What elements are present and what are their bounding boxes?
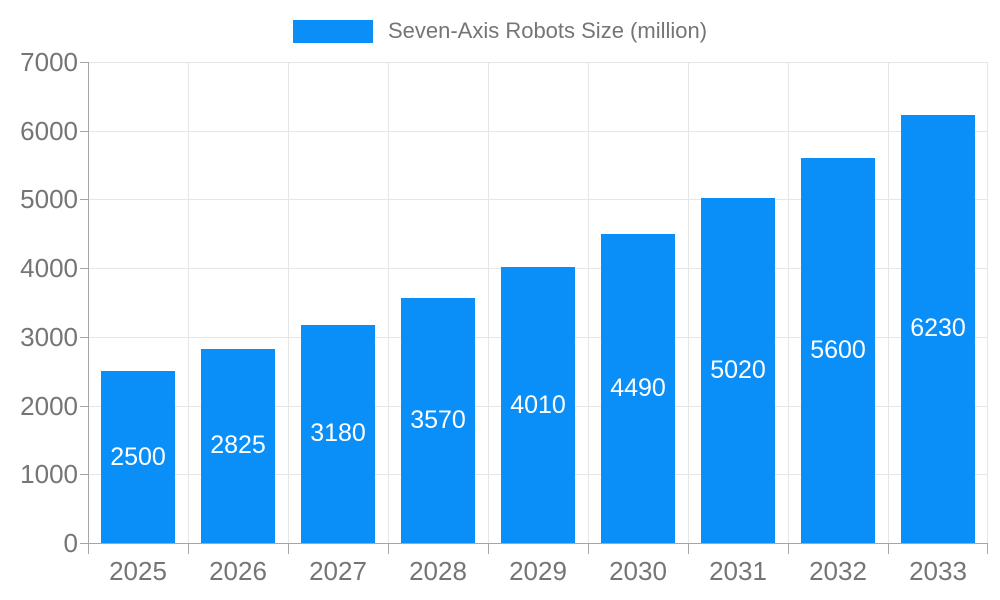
horizontal-gridline (88, 199, 988, 201)
chart-legend: Seven-Axis Robots Size (million) (0, 17, 1000, 45)
vertical-gridline (588, 62, 589, 543)
horizontal-gridline (88, 62, 988, 63)
vertical-gridline (288, 62, 289, 543)
y-axis-tick-label: 2000 (20, 390, 78, 421)
vertical-gridline (188, 62, 189, 543)
bar-value-label: 4490 (610, 374, 666, 403)
vertical-gridline (488, 62, 489, 543)
x-axis-tick-label: 2026 (209, 556, 267, 586)
x-tick-mark (88, 543, 89, 554)
x-axis-tick-label: 2030 (609, 556, 667, 586)
y-tick-mark (80, 130, 88, 132)
y-axis-tick-label: 0 (63, 528, 78, 558)
y-axis-tick-label: 4000 (20, 253, 78, 284)
horizontal-gridline (88, 130, 988, 132)
x-tick-mark (588, 543, 589, 554)
bar-value-label: 5600 (810, 336, 866, 365)
bar: 3180 (301, 324, 375, 543)
x-tick-mark (688, 543, 689, 554)
x-tick-mark (888, 543, 889, 554)
x-axis-tick-label: 2033 (909, 556, 967, 586)
y-axis-tick-label: 3000 (20, 321, 78, 352)
y-tick-mark (80, 199, 88, 201)
bar: 5600 (801, 158, 875, 543)
y-axis-tick-label: 1000 (20, 459, 78, 490)
bar-value-label: 3180 (310, 419, 366, 448)
bar: 5020 (701, 198, 775, 543)
plot-area: 0 1000 2000 3000 4000 5000 6000 7000 2500 2025 282… (20, 47, 988, 586)
bar: 4010 (501, 267, 575, 543)
y-tick-mark (80, 474, 88, 476)
bar: 2500 (101, 371, 175, 543)
x-axis-tick-label: 2031 (709, 556, 767, 586)
bar: 3570 (401, 297, 475, 543)
vertical-gridline (888, 62, 889, 543)
x-axis-tick-label: 2028 (409, 556, 467, 586)
x-tick-mark (987, 543, 988, 554)
x-axis-tick-label: 2032 (809, 556, 867, 586)
y-tick-mark (80, 62, 88, 63)
vertical-gridline (987, 62, 988, 543)
vertical-gridline (688, 62, 689, 543)
legend-label: Seven-Axis Robots Size (million) (387, 18, 708, 43)
vertical-gridline (388, 62, 389, 543)
y-axis-tick-label: 7000 (20, 47, 78, 77)
bar: 4490 (601, 234, 675, 543)
y-tick-mark (80, 405, 88, 407)
bar-value-label: 3570 (410, 405, 466, 434)
bar: 6230 (901, 114, 975, 543)
x-tick-mark (788, 543, 789, 554)
x-tick-mark (488, 543, 489, 554)
bar-value-label: 6230 (910, 314, 966, 343)
x-axis-tick-label: 2029 (509, 556, 567, 586)
bar-value-label: 5020 (710, 356, 766, 385)
bar-value-label: 4010 (510, 390, 566, 419)
vertical-gridline (788, 62, 789, 543)
x-axis-tick-label: 2025 (109, 556, 167, 586)
y-axis-tick-label: 5000 (20, 184, 78, 215)
bar-value-label: 2500 (110, 442, 166, 471)
bar-value-label: 2825 (210, 431, 266, 460)
x-tick-mark (388, 543, 389, 554)
y-tick-mark (80, 268, 88, 270)
x-axis-tick-label: 2027 (309, 556, 367, 586)
y-axis-line (88, 62, 89, 543)
y-axis-tick-label: 6000 (20, 115, 78, 146)
x-tick-mark (188, 543, 189, 554)
y-tick-mark (80, 336, 88, 338)
x-tick-mark (288, 543, 289, 554)
x-axis-line (80, 543, 988, 544)
bar: 2825 (201, 348, 275, 543)
legend-swatch-icon (292, 19, 373, 43)
